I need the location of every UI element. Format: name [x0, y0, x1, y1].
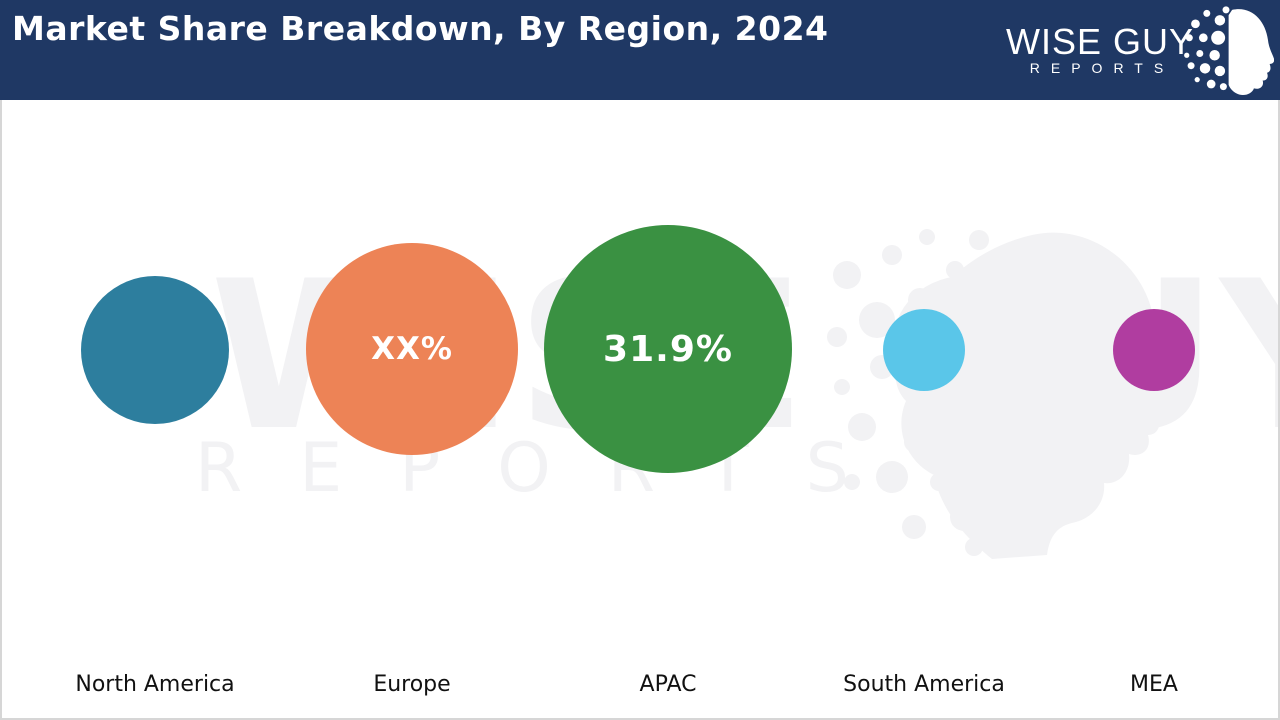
- watermark-sub-wordmark: REPORTS: [195, 429, 906, 508]
- header-bar: Market Share Breakdown, By Region, 2024 …: [0, 0, 1280, 100]
- bubble-europe: XX%: [306, 243, 518, 455]
- bubble-mea: [1113, 309, 1195, 391]
- bubble-value-label: 31.9%: [603, 328, 733, 370]
- head-profile-logo-icon: [1184, 6, 1274, 96]
- bubble-south-america: [883, 309, 965, 391]
- logo-sub-text: REPORTS: [1029, 59, 1175, 76]
- logo-wordmark: WISE GUY REPORTS: [1005, 20, 1194, 76]
- wise-guy-reports-logo: WISE GUY REPORTS: [1006, 4, 1274, 96]
- logo-name-text: WISE GUY: [1005, 20, 1194, 62]
- watermark-head-profile-icon: [827, 229, 1172, 559]
- page-title: Market Share Breakdown, By Region, 2024: [12, 9, 829, 48]
- category-label-north-america: North America: [75, 672, 235, 697]
- bubble-north-america: [81, 276, 229, 424]
- bubble-apac: 31.9%: [544, 225, 792, 473]
- category-label-south-america: South America: [843, 672, 1005, 697]
- chart-area: WISE GUY REPORTS XX% 31.9% North America…: [0, 100, 1280, 720]
- bubble-value-label: XX%: [371, 331, 453, 367]
- category-label-europe: Europe: [373, 672, 451, 697]
- category-label-mea: MEA: [1130, 672, 1178, 697]
- category-label-apac: APAC: [639, 672, 697, 697]
